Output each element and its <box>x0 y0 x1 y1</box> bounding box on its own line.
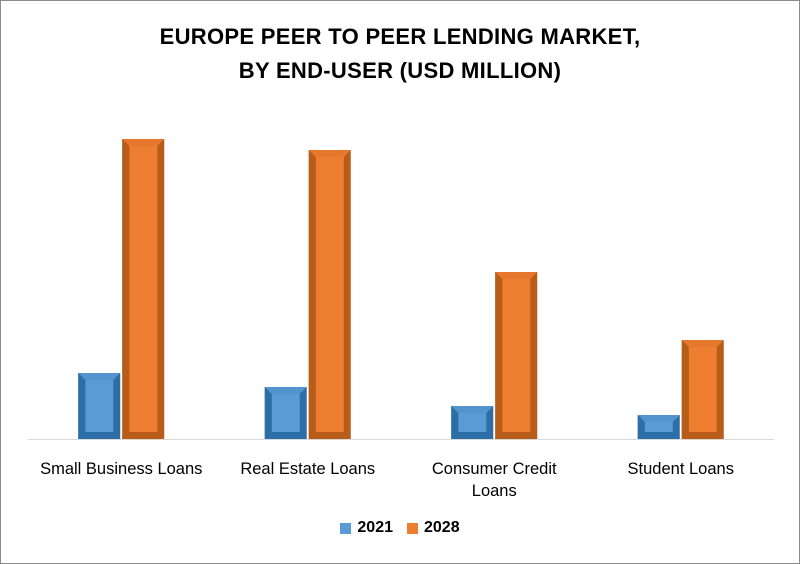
chart-title-line-1: EUROPE PEER TO PEER LENDING MARKET, <box>159 24 641 49</box>
legend-label-2021: 2021 <box>357 519 393 536</box>
bar-2028-3 <box>681 340 724 439</box>
bar-2028-2 <box>495 272 538 439</box>
category-label-0-line-0: Small Business Loans <box>40 460 202 478</box>
legend-item-2021: 2021 <box>340 519 393 537</box>
bar-2028-0 <box>122 139 165 439</box>
bar-2028-1 <box>308 150 351 439</box>
category-label-2-line-0: Consumer Credit <box>432 460 557 478</box>
chart-title: EUROPE PEER TO PEER LENDING MARKET, BY E… <box>0 20 800 88</box>
category-label-1-line-0: Real Estate Loans <box>240 460 375 478</box>
chart-title-line-2: BY END-USER (USD MILLION) <box>238 58 562 83</box>
legend-label-2028: 2028 <box>424 519 460 536</box>
legend: 2021 2028 <box>0 519 800 537</box>
legend-swatch-2028 <box>407 522 418 534</box>
bar-2021-3 <box>637 415 680 439</box>
category-label-2-line-1: Loans <box>472 482 517 500</box>
bar-2021-1 <box>264 387 307 439</box>
category-labels: Small Business Loans Real Estate Loans Con… <box>40 460 734 500</box>
category-label-3-line-0: Student Loans <box>628 460 734 478</box>
bar-2021-0 <box>78 373 121 439</box>
legend-swatch-2021 <box>340 522 352 534</box>
legend-item-2028: 2028 <box>407 519 460 537</box>
bars-layer <box>78 139 724 439</box>
bar-2021-2 <box>451 406 494 439</box>
